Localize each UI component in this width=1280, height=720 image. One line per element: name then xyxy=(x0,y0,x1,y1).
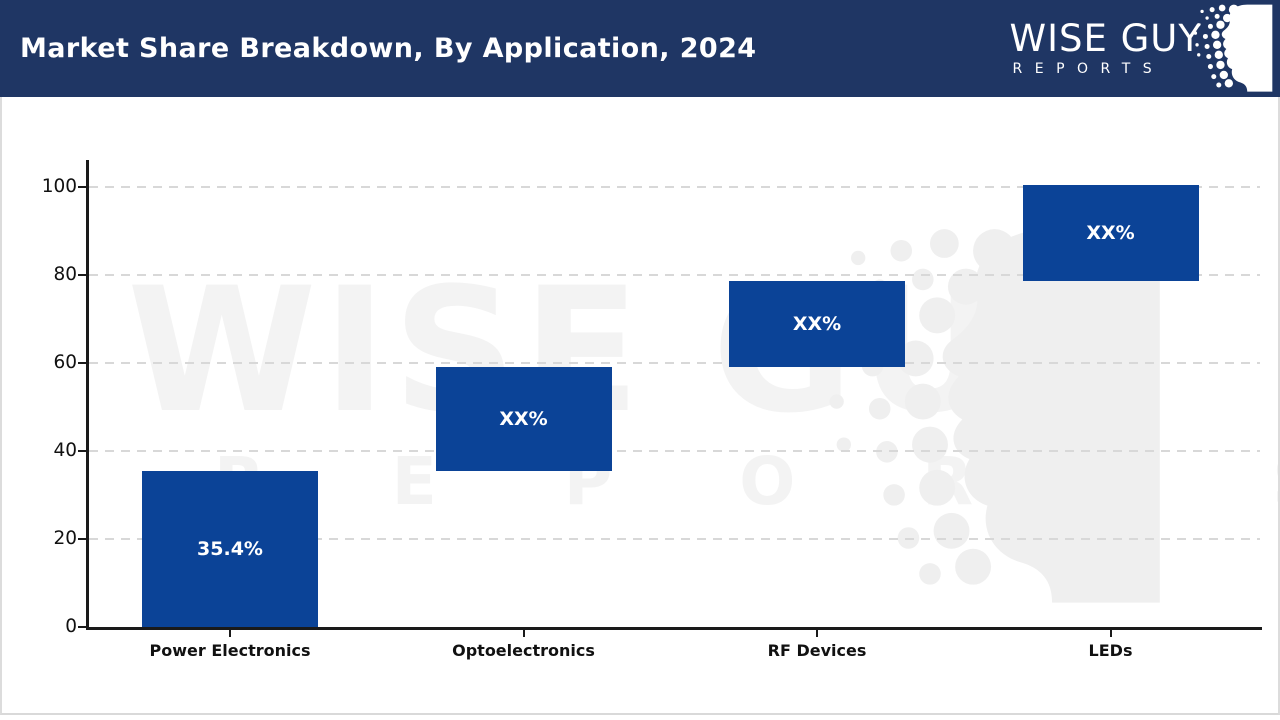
gridline xyxy=(89,538,1260,540)
gridline xyxy=(89,362,1260,364)
y-axis-tick xyxy=(78,626,86,629)
bar xyxy=(435,367,612,472)
x-axis-category-label: Power Electronics xyxy=(149,641,311,660)
y-axis-tick xyxy=(78,450,86,453)
x-axis-tick xyxy=(1109,629,1112,637)
y-axis-tick xyxy=(78,186,86,189)
gridline xyxy=(89,186,1260,188)
bar-value-label: XX% xyxy=(792,313,842,336)
y-axis-tick xyxy=(78,362,86,365)
y-axis-tick-label: 20 xyxy=(53,528,77,549)
logo-subtitle: REPORTS xyxy=(1012,61,1165,77)
logo-wordmark: WISE GUY xyxy=(1009,17,1202,60)
y-axis-line xyxy=(86,160,89,629)
gridline xyxy=(89,450,1260,452)
bar xyxy=(142,471,318,627)
y-axis-tick-label: 40 xyxy=(53,440,77,461)
x-axis-tick xyxy=(522,629,525,637)
y-axis-tick-label: 80 xyxy=(53,264,77,285)
bar-value-label: XX% xyxy=(1086,221,1135,244)
bar-value-label: 35.4% xyxy=(197,538,263,561)
y-axis-tick xyxy=(78,538,86,541)
page-title: Market Share Breakdown, By Application, … xyxy=(20,33,757,64)
y-axis-tick-label: 100 xyxy=(41,176,77,197)
y-axis-tick-label: 0 xyxy=(65,616,77,637)
y-axis-tick-label: 60 xyxy=(53,352,77,373)
x-axis-category-label: RF Devices xyxy=(767,641,867,660)
logo-wordmark-block: WISE GUY REPORTS xyxy=(1010,20,1202,77)
x-axis-line xyxy=(86,627,1262,630)
x-axis-category-label: LEDs xyxy=(1088,641,1133,660)
x-axis-tick xyxy=(816,629,819,637)
x-axis-tick xyxy=(229,629,232,637)
wise-guy-logo: WISE GUY REPORTS xyxy=(1010,3,1274,95)
bar-value-label: XX% xyxy=(499,408,548,431)
gridline xyxy=(89,274,1260,276)
header: Market Share Breakdown, By Application, … xyxy=(0,0,1280,97)
y-axis-tick xyxy=(78,274,86,277)
x-axis-category-label: Optoelectronics xyxy=(452,641,595,660)
